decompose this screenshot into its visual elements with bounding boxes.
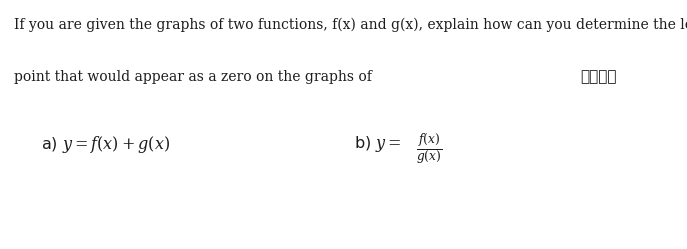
Text: ✓✓✓✓: ✓✓✓✓	[581, 70, 617, 84]
Text: If you are given the graphs of two functions, f(x) and g(x), explain how can you: If you are given the graphs of two funct…	[14, 17, 687, 32]
Text: point that would appear as a zero on the graphs of: point that would appear as a zero on the…	[14, 70, 372, 84]
Text: $\frac{f(x)}{g(x)}$: $\frac{f(x)}{g(x)}$	[416, 132, 442, 167]
Text: a) $y = f(x) + g(x)$: a) $y = f(x) + g(x)$	[41, 134, 170, 155]
Text: b) $y = $: b) $y = $	[354, 134, 401, 154]
